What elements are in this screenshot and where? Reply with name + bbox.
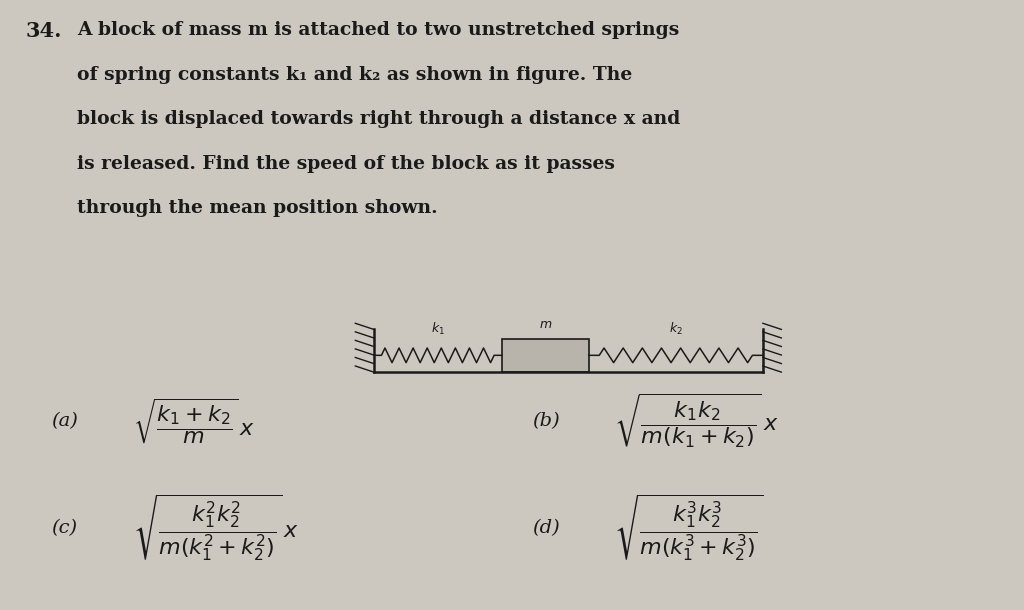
- Text: $\sqrt{\dfrac{k_1+k_2}{m}}\,x$: $\sqrt{\dfrac{k_1+k_2}{m}}\,x$: [133, 396, 255, 446]
- Text: block is displaced towards right through a distance x and: block is displaced towards right through…: [77, 110, 680, 129]
- Text: is released. Find the speed of the block as it passes: is released. Find the speed of the block…: [77, 155, 614, 173]
- Text: $\sqrt{\dfrac{k_1^2 k_2^2}{m(k_1^2+k_2^2)}}\,x$: $\sqrt{\dfrac{k_1^2 k_2^2}{m(k_1^2+k_2^2…: [133, 492, 299, 563]
- Text: 34.: 34.: [26, 21, 62, 41]
- Bar: [502, 339, 589, 372]
- Text: $k_1$: $k_1$: [431, 321, 444, 337]
- Text: $k_2$: $k_2$: [669, 321, 683, 337]
- Text: of spring constants k₁ and k₂ as shown in figure. The: of spring constants k₁ and k₂ as shown i…: [77, 66, 632, 84]
- Text: A block of mass m is attached to two unstretched springs: A block of mass m is attached to two uns…: [77, 21, 679, 40]
- Text: (a): (a): [51, 412, 78, 430]
- Text: through the mean position shown.: through the mean position shown.: [77, 199, 437, 218]
- Text: $m$: $m$: [539, 318, 552, 331]
- Text: (b): (b): [532, 412, 560, 430]
- Text: $\sqrt{\dfrac{k_1 k_2}{m(k_1+k_2)}}\,x$: $\sqrt{\dfrac{k_1 k_2}{m(k_1+k_2)}}\,x$: [614, 392, 779, 450]
- Text: $\sqrt{\dfrac{k_1^3 k_2^3}{m(k_1^3+k_2^3)}}$: $\sqrt{\dfrac{k_1^3 k_2^3}{m(k_1^3+k_2^3…: [614, 492, 764, 563]
- Text: (c): (c): [51, 518, 78, 537]
- Text: (d): (d): [532, 518, 560, 537]
